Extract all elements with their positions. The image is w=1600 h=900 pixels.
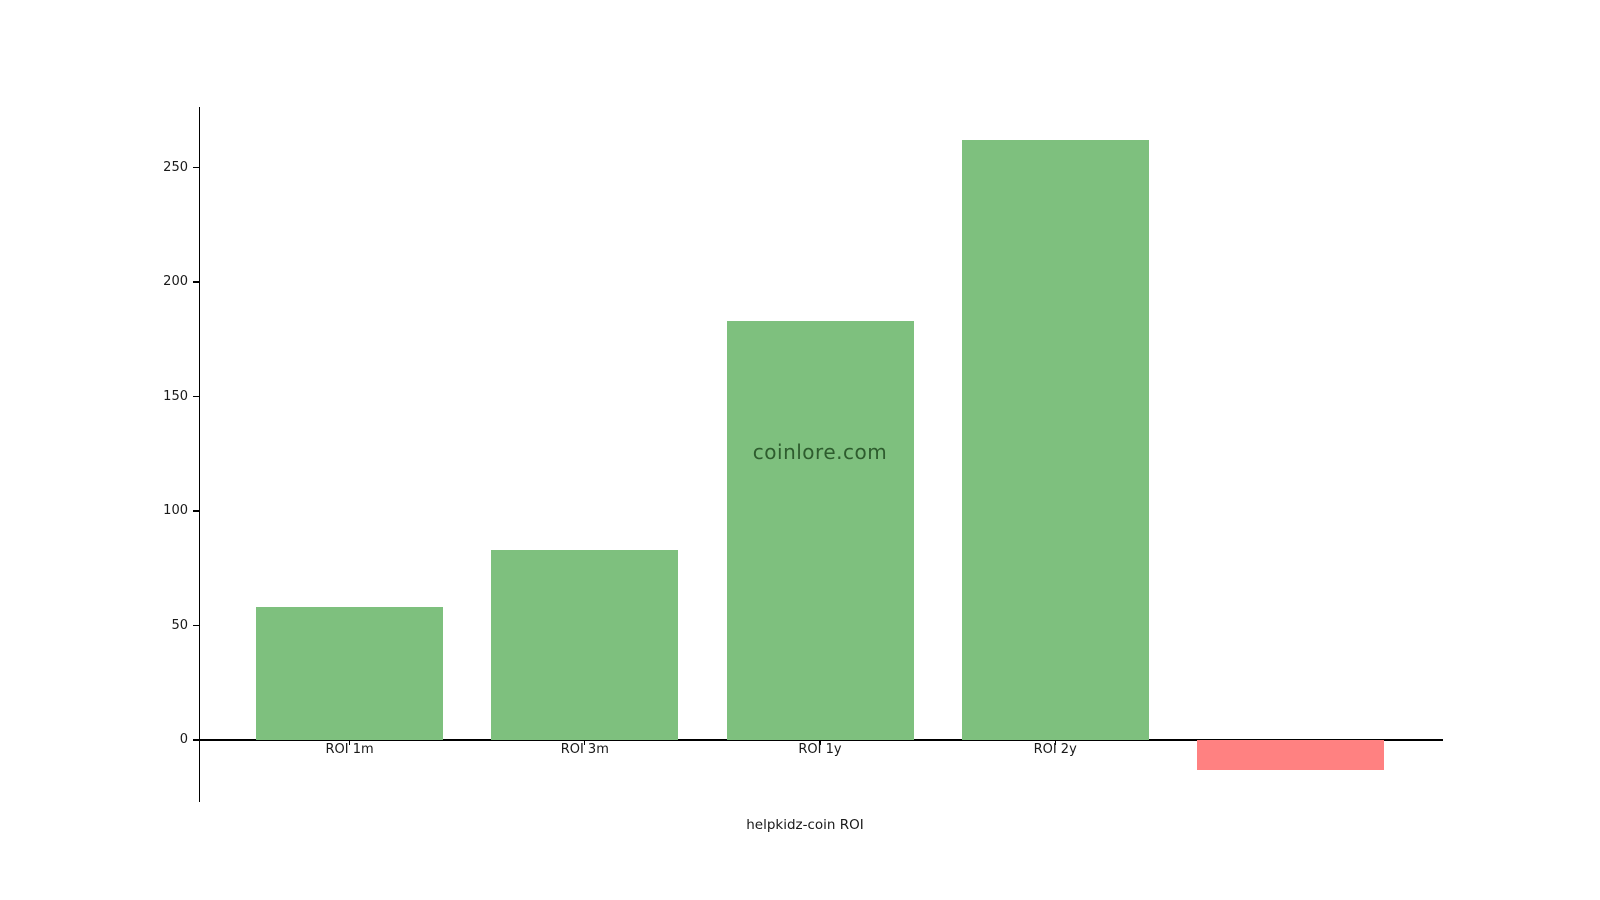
y-tick-mark	[193, 624, 200, 627]
y-tick-label: 0	[179, 732, 188, 747]
y-tick-label: 50	[171, 617, 188, 633]
bar-roi-3m	[491, 549, 679, 740]
y-tick-mark	[193, 281, 200, 283]
y-tick-label: 100	[163, 503, 188, 518]
x-tick-mark	[349, 740, 351, 745]
x-tick-mark	[1054, 740, 1056, 745]
y-tick-mark	[193, 166, 200, 169]
y-axis-line	[198, 107, 200, 802]
y-tick-label: 250	[163, 159, 188, 175]
y-tick-mark	[193, 739, 200, 741]
y-tick-mark	[193, 395, 200, 398]
x-axis-zero-line	[200, 739, 1443, 741]
bar-roi-1m	[256, 607, 444, 740]
bar-roi-2y	[961, 140, 1149, 740]
x-category-label: ROI 1m	[325, 741, 374, 757]
y-tick-label: 200	[163, 274, 188, 289]
x-category-label: ROI 2y	[1033, 741, 1077, 757]
y-tick-label: 150	[163, 388, 188, 404]
bar-roi-1y	[726, 320, 914, 740]
y-tick-mark	[193, 510, 200, 512]
bar-negative	[1196, 740, 1384, 770]
x-category-label: ROI 1y	[798, 741, 842, 757]
chart-title: helpkidz-coin ROI	[746, 817, 864, 833]
x-tick-mark	[584, 740, 586, 745]
x-category-label: ROI 3m	[560, 741, 609, 757]
x-tick-mark	[819, 740, 821, 745]
watermark-text: coinlore.com	[752, 440, 888, 464]
